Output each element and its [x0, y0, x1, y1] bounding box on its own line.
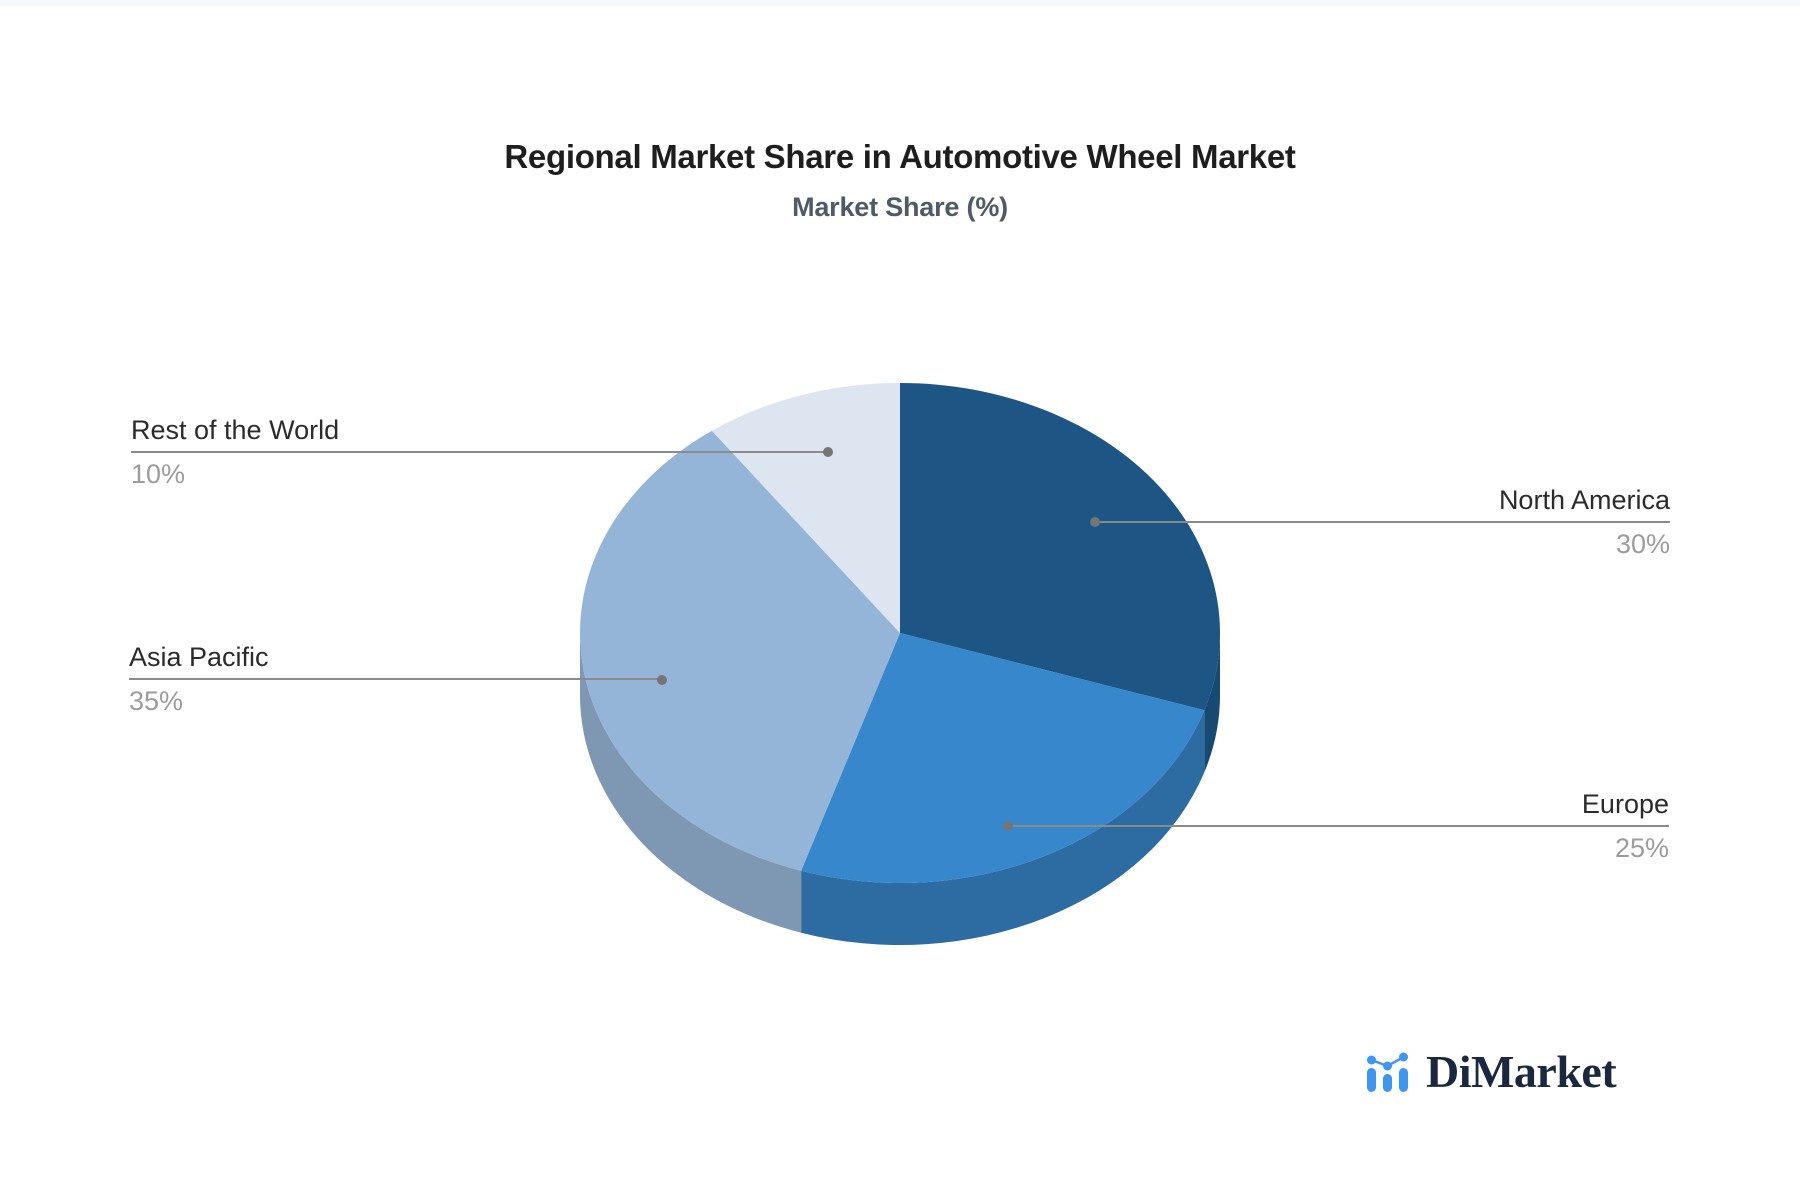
- bar-chart-with-trend-dots-icon: [1367, 1052, 1408, 1092]
- slice-label-north-america: North America: [1498, 485, 1670, 515]
- slice-value-asia-pacific: 35%: [129, 686, 184, 716]
- top-strip: [0, 0, 1800, 6]
- slice-label-rest-of-the-world: Rest of the World: [131, 415, 340, 445]
- pie-slice-europe[interactable]: [801, 633, 1205, 883]
- pie-slice-side-north-america: [1204, 633, 1220, 773]
- dimarket-logo: DiMarket: [1363, 1040, 1617, 1097]
- slice-value-rest-of-the-world: 10%: [131, 459, 186, 489]
- pie-slice-north-america[interactable]: [900, 383, 1220, 711]
- pie-slice-rest-of-the-world[interactable]: [711, 383, 900, 633]
- slice-value-europe: 25%: [1614, 833, 1669, 863]
- slice-value-north-america: 30%: [1615, 529, 1670, 559]
- slice-label-asia-pacific: Asia Pacific: [129, 642, 269, 672]
- leader-dot-north-america: [1090, 517, 1100, 527]
- chart-subtitle: Market Share (%): [792, 192, 1008, 222]
- pie-slice-asia-pacific[interactable]: [580, 430, 900, 871]
- leader-dot-rest-of-the-world: [823, 447, 833, 457]
- leader-dot-europe: [1003, 821, 1013, 831]
- dimarket-logo-text: DiMarket: [1426, 1046, 1617, 1097]
- chart-title: Regional Market Share in Automotive Whee…: [504, 138, 1296, 175]
- slice-label-europe: Europe: [1581, 789, 1669, 819]
- pie-slice-side-asia-pacific: [580, 633, 802, 933]
- leader-dot-asia-pacific: [657, 675, 667, 685]
- pie-slice-side-europe: [801, 710, 1205, 945]
